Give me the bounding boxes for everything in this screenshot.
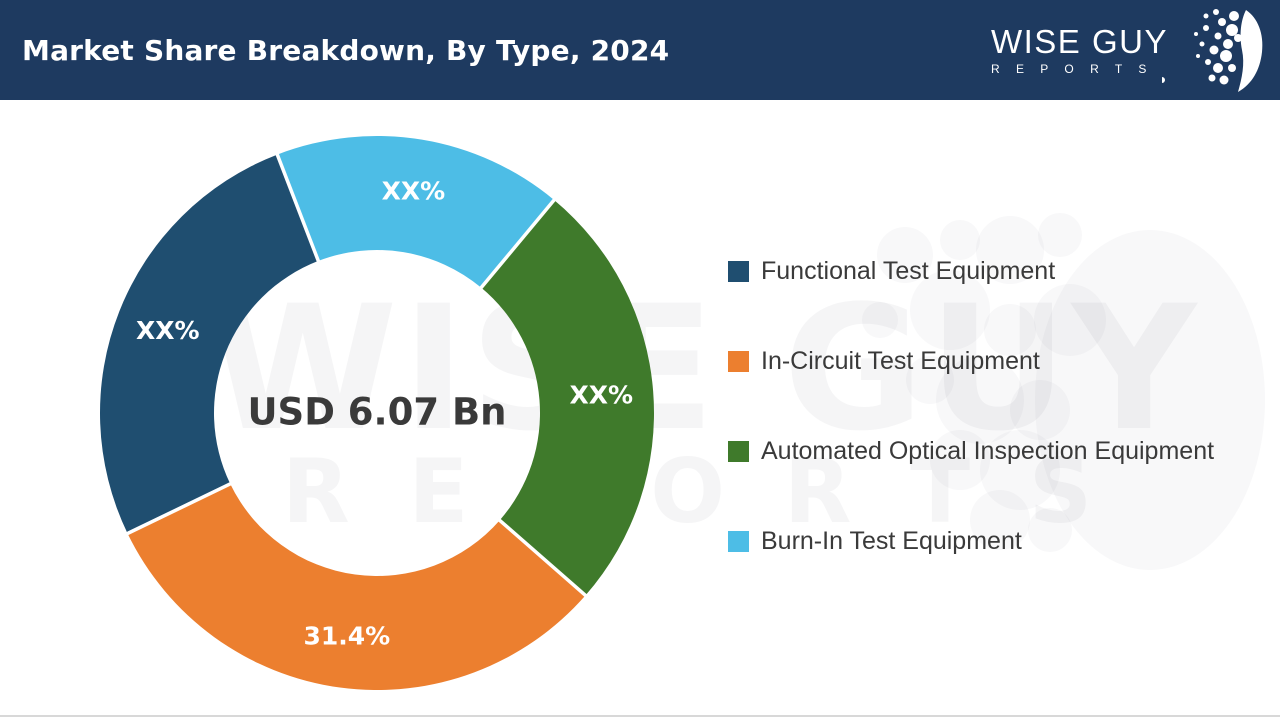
wise-guy-reports-logo: WISE GUY R E P O R T S	[991, 6, 1266, 94]
legend-item-in-circuit-test-equipment: In-Circuit Test Equipment	[728, 346, 1040, 376]
legend-swatch-in-circuit	[728, 350, 749, 372]
segment-separator	[479, 198, 557, 290]
donut-segment-label: 31.4%	[303, 621, 390, 650]
legend-item-functional-test-equipment: Functional Test Equipment	[728, 256, 1055, 286]
legend-swatch-aoi	[728, 440, 749, 462]
segment-separator	[275, 153, 321, 263]
segment-separator	[497, 518, 588, 598]
bottom-divider	[0, 715, 1280, 717]
segment-separator	[125, 481, 232, 536]
legend-swatch-burn-in	[728, 530, 749, 552]
legend-item-burn-in-test-equipment: Burn-In Test Equipment	[728, 526, 1022, 556]
page-title: Market Share Breakdown, By Type, 2024	[22, 33, 670, 67]
legend-label: Functional Test Equipment	[761, 256, 1056, 285]
legend-label: Burn-In Test Equipment	[761, 526, 1022, 555]
legend-item-automated-optical-inspection-equipment: Automated Optical Inspection Equipment	[728, 436, 1214, 466]
donut-segment-label: XX%	[382, 176, 446, 205]
chart-center-value: USD 6.07 Bn	[247, 390, 507, 434]
header-bar: Market Share Breakdown, By Type, 2024 WI…	[0, 0, 1280, 100]
donut-segment-functional-test-equipment	[100, 154, 319, 534]
donut-segment-in-circuit-test-equipment	[127, 483, 586, 690]
legend-label: In-Circuit Test Equipment	[761, 346, 1040, 375]
donut-segment-automated-optical-inspection-equipment	[481, 199, 654, 596]
donut-segment-burn-in-test-equipment	[277, 136, 555, 288]
logo-text: WISE GUY R E P O R T S	[991, 25, 1168, 75]
logo-wordmark: WISE GUY	[990, 23, 1168, 60]
donut-segment-label: XX%	[136, 316, 200, 345]
dotted-face-icon	[1162, 9, 1263, 92]
legend-swatch-functional	[728, 260, 749, 282]
logo-subtitle: R E P O R T S	[990, 62, 1153, 76]
legend-label: Automated Optical Inspection Equipment	[761, 436, 1215, 465]
donut-segment-label: XX%	[569, 381, 633, 410]
